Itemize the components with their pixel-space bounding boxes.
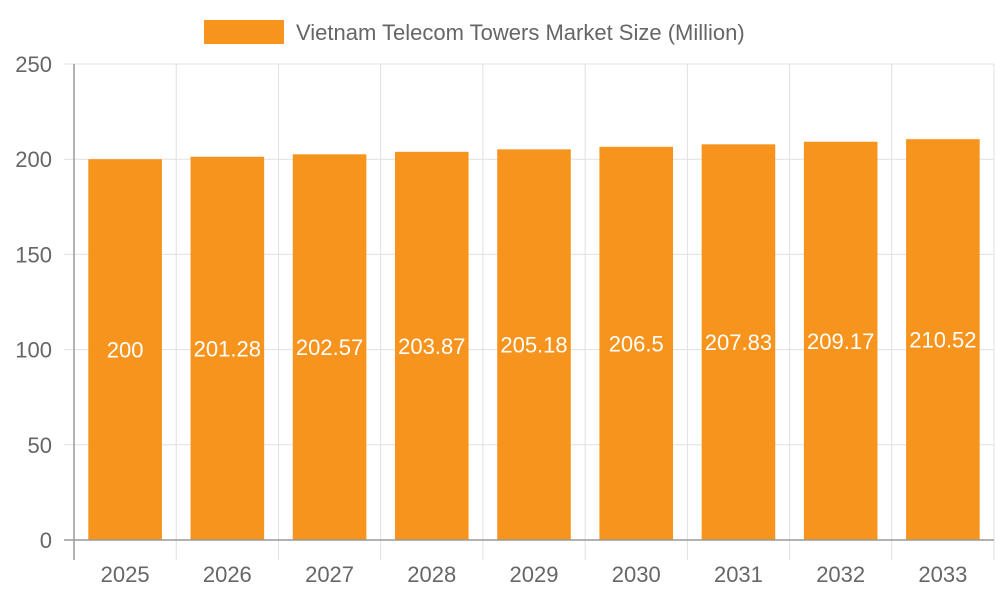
bar — [803, 141, 878, 540]
legend-swatch — [204, 20, 284, 44]
data-label: 207.83 — [705, 330, 772, 355]
data-label: 210.52 — [909, 328, 976, 353]
bars — [88, 139, 980, 541]
y-tick-label: 100 — [15, 338, 52, 363]
x-tick-label: 2027 — [305, 562, 354, 587]
data-label: 201.28 — [194, 336, 261, 361]
x-tick-label: 2025 — [101, 562, 150, 587]
x-tick-label: 2033 — [918, 562, 967, 587]
bar — [292, 154, 367, 541]
y-tick-label: 150 — [15, 242, 52, 267]
bar — [497, 149, 571, 540]
tick-labels: 0 50 100 150 200 250 200 2025 201.28 2026 202.57 20… — [15, 52, 976, 587]
y-tick-label: 250 — [15, 52, 52, 77]
bar — [599, 146, 674, 540]
y-tick-label: 0 — [40, 528, 52, 553]
x-tick-label: 2026 — [203, 562, 252, 587]
data-label: 202.57 — [296, 335, 363, 360]
x-tick-label: 2029 — [510, 562, 559, 587]
x-tick-label: 2031 — [714, 562, 763, 587]
legend[interactable]: Vietnam Telecom Towers Market Size (Mill… — [204, 20, 745, 45]
x-tick-label: 2028 — [407, 562, 456, 587]
bar — [190, 156, 265, 540]
data-label: 200 — [107, 338, 144, 363]
legend-label: Vietnam Telecom Towers Market Size (Mill… — [296, 20, 745, 45]
y-tick-label: 200 — [15, 147, 52, 172]
bar — [701, 144, 776, 540]
bar — [906, 139, 980, 540]
data-label: 209.17 — [807, 329, 874, 354]
data-label: 203.87 — [398, 334, 465, 359]
data-label: 206.5 — [609, 331, 664, 356]
bar — [394, 151, 469, 540]
bar — [88, 159, 162, 540]
x-tick-label: 2032 — [816, 562, 865, 587]
x-tick-label: 2030 — [612, 562, 661, 587]
y-tick-label: 50 — [28, 433, 52, 458]
axes — [64, 64, 994, 560]
data-label: 205.18 — [500, 333, 567, 358]
